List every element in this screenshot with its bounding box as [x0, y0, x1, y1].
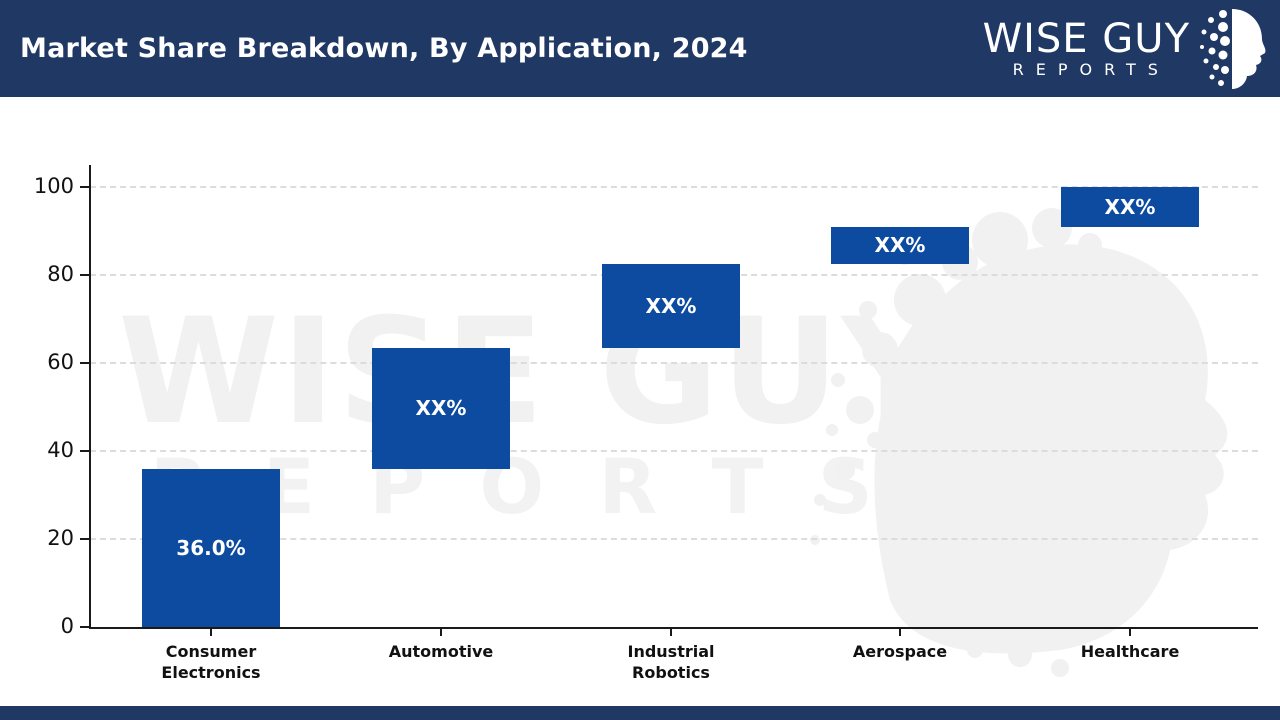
y-tick-label: 40	[47, 438, 74, 462]
bar: XX%	[372, 347, 510, 469]
category-label-line: Robotics	[632, 663, 710, 682]
category-label-line: Automotive	[388, 642, 494, 661]
category-label-line: Industrial	[627, 642, 715, 661]
y-tick	[80, 538, 90, 540]
brand-logo-text: WISE GUY REPORTS	[983, 19, 1190, 78]
bar: XX%	[1061, 187, 1199, 227]
category-label-line: Electronics	[161, 663, 261, 682]
brand-logo: WISE GUY REPORTS	[983, 6, 1270, 92]
y-axis	[89, 165, 91, 629]
watermark-wise-guy-text: WISE GUY	[118, 287, 950, 457]
y-tick-label: 80	[47, 262, 74, 286]
bar: XX%	[602, 264, 740, 348]
category-label-line: Consumer	[165, 642, 257, 661]
y-tick	[80, 186, 90, 188]
gridline	[90, 362, 1258, 364]
y-tick	[80, 362, 90, 364]
header-bar: Market Share Breakdown, By Application, …	[0, 0, 1280, 97]
bar-value-label: 36.0%	[176, 535, 246, 560]
category-label: Healthcare	[1020, 641, 1240, 662]
x-tick	[440, 629, 442, 636]
x-axis	[89, 627, 1258, 629]
y-tick-label: 100	[33, 174, 74, 198]
logo-reports-text: REPORTS	[1012, 60, 1170, 79]
bar-value-label: XX%	[1104, 194, 1156, 219]
bar-value-label: XX%	[874, 233, 926, 258]
category-label-line: Healthcare	[1080, 642, 1180, 661]
page-title: Market Share Breakdown, By Application, …	[20, 33, 748, 64]
y-tick-label: 0	[60, 614, 74, 638]
bar-value-label: XX%	[415, 396, 467, 421]
y-tick-label: 60	[47, 350, 74, 374]
gridline	[90, 538, 1258, 540]
x-tick	[210, 629, 212, 636]
x-tick	[899, 629, 901, 636]
category-label-line: Aerospace	[852, 642, 948, 661]
category-label: Consumer Electronics	[101, 641, 321, 683]
x-tick	[1129, 629, 1131, 636]
logo-face-icon	[1200, 8, 1266, 89]
y-tick	[80, 450, 90, 452]
category-label: Aerospace	[790, 641, 1010, 662]
chart-area: WISE GUY R E P O R T S 0 20 40 60 80 100 36.0%…	[0, 97, 1280, 706]
gridline	[90, 186, 1258, 188]
gridline	[90, 450, 1258, 452]
bar-value-label: XX%	[645, 293, 697, 318]
category-label: Automotive	[331, 641, 551, 662]
logo-wise-guy-text: WISE GUY	[982, 16, 1190, 62]
y-tick-label: 20	[47, 526, 74, 550]
y-tick	[80, 626, 90, 628]
x-tick	[670, 629, 672, 636]
y-tick	[80, 274, 90, 276]
bar: XX%	[831, 226, 969, 264]
bar: 36.0%	[142, 468, 280, 627]
category-label: Industrial Robotics	[561, 641, 781, 683]
footer-bar	[0, 706, 1280, 720]
